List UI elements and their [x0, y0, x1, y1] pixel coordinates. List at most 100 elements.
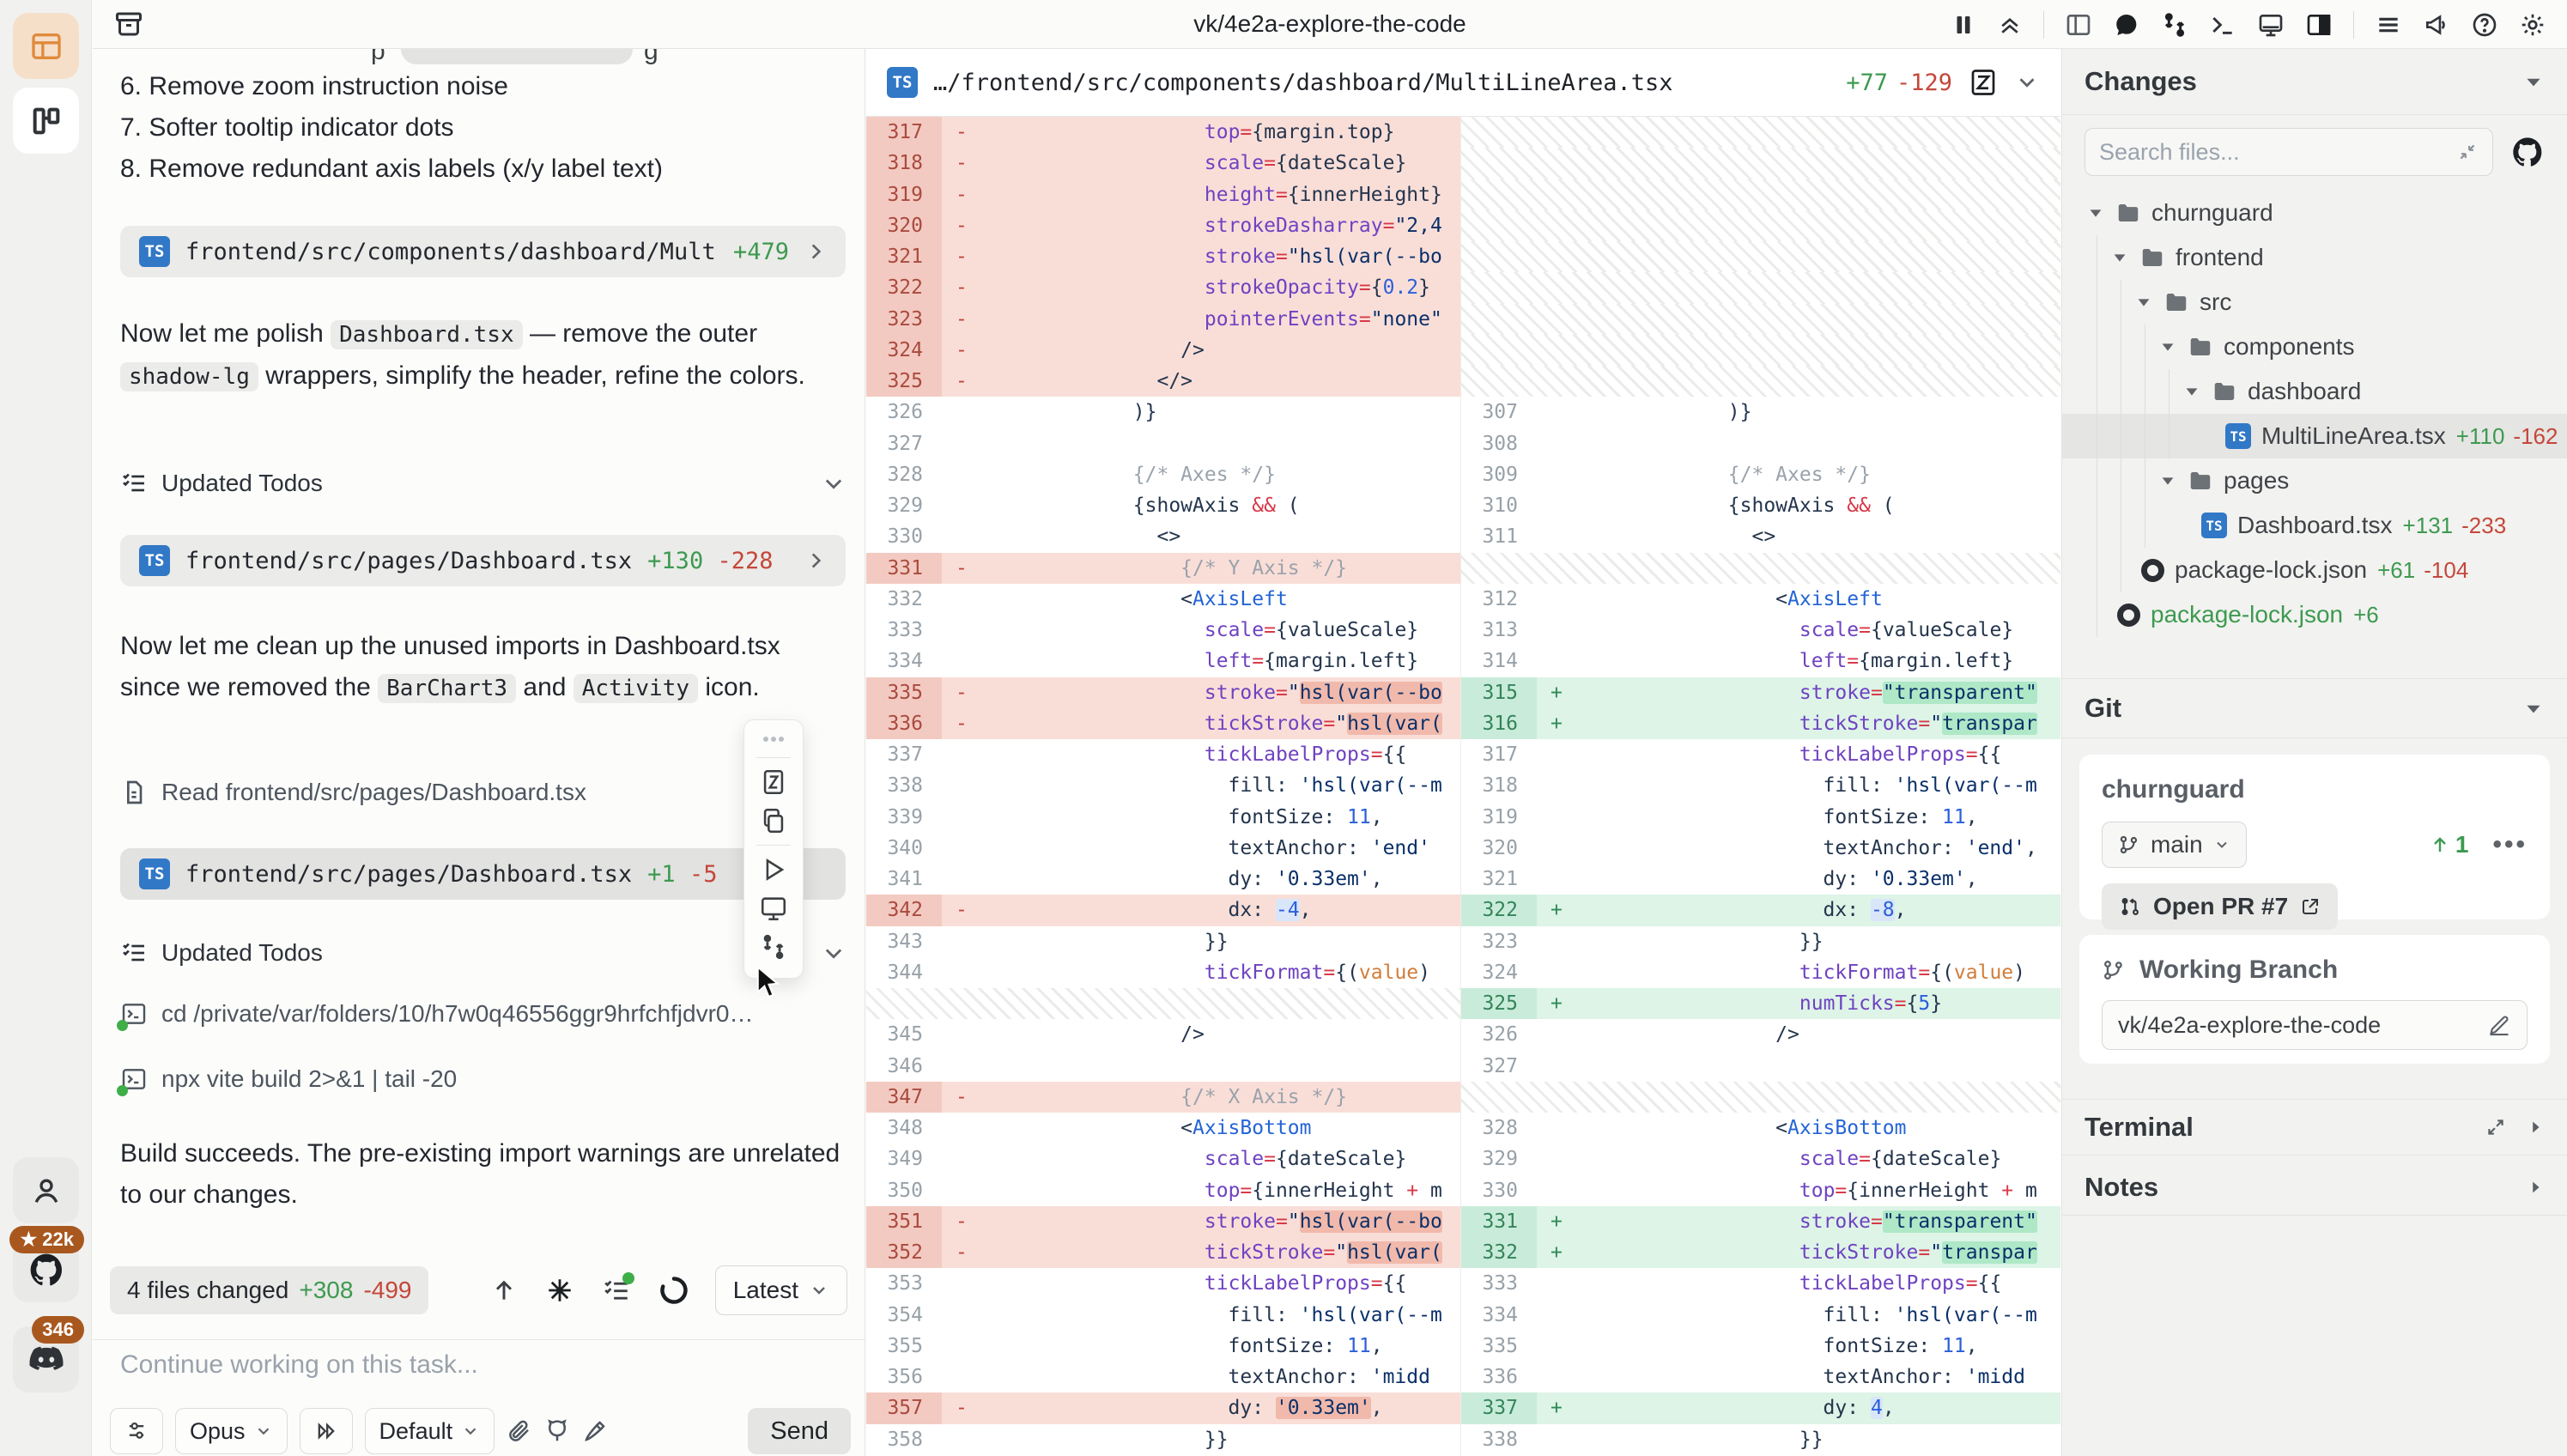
mode-dropdown[interactable]: Default [364, 1408, 495, 1454]
menu-icon[interactable] [2375, 11, 2402, 39]
tree-folder-components[interactable]: components [2062, 325, 2567, 369]
settings-gear-icon[interactable] [2519, 11, 2546, 39]
tree-folder-dashboard[interactable]: dashboard [2062, 369, 2567, 414]
todos-status-icon[interactable] [602, 1272, 634, 1305]
tree-folder-churnguard[interactable]: churnguard [2062, 191, 2567, 235]
search-input[interactable] [2099, 138, 2456, 166]
run-play-icon[interactable] [759, 855, 788, 884]
megaphone-icon[interactable] [2423, 11, 2450, 39]
file-chip-path: frontend/src/pages/Dashboard.tsx [185, 547, 633, 574]
diff-added-count: +77 [1846, 69, 1888, 96]
tree-label: Dashboard.tsx [2237, 512, 2393, 538]
edit-pencil-icon[interactable] [2487, 1013, 2511, 1037]
chevron-down-icon [813, 1287, 825, 1295]
collapse-all-icon[interactable] [1997, 12, 2023, 38]
open-pr-button[interactable]: Open PR #7 [2102, 883, 2339, 930]
branch-dropdown[interactable]: main [2102, 822, 2247, 868]
copy-icon[interactable] [759, 806, 788, 835]
composer-input[interactable] [120, 1350, 824, 1380]
terminal-section-header[interactable]: Terminal [2062, 1099, 2567, 1156]
help-icon[interactable] [2471, 11, 2498, 39]
monitor-icon[interactable] [759, 894, 788, 923]
notes-section-header[interactable]: Notes [2062, 1159, 2567, 1216]
attach-button[interactable] [507, 1418, 532, 1444]
changes-search-row [2085, 128, 2545, 176]
caret-down-icon [2186, 388, 2198, 396]
pause-icon[interactable] [1951, 12, 1976, 38]
kanban-view-button[interactable] [13, 88, 79, 154]
panel-right-icon[interactable] [2305, 11, 2333, 39]
github-link-button[interactable]: ★ 22k [9, 1226, 84, 1302]
diff-code-row: 331 + stroke="transparent" [1461, 1205, 2060, 1237]
git-compare-icon[interactable] [2161, 11, 2188, 39]
account-button[interactable] [13, 1157, 79, 1223]
terminal-command-row[interactable]: cd /private/var/folders/10/h7w0q46556ggr… [117, 1000, 846, 1031]
ai-burst-icon[interactable] [545, 1276, 574, 1305]
window-title: vk/4e2a-explore-the-code [1193, 10, 1466, 37]
file-chip-dashboard-small[interactable]: TS frontend/src/pages/Dashboard.tsx +1 -… [120, 848, 846, 900]
diff-code-row: 317- top={margin.top} [866, 117, 1460, 149]
diff-new-column[interactable]: 307 )} 308 309 {/* Axes */} 310 {showAxis &… [1460, 117, 2060, 1456]
terminal-icon[interactable] [2209, 11, 2236, 39]
archive-button[interactable] [113, 9, 144, 39]
pull-request-icon [2121, 898, 2139, 915]
chat-panel: p g 6. Remove zoom instruction noise 7. … [93, 49, 865, 1456]
layout-view-button[interactable] [13, 13, 79, 79]
panel-left-icon[interactable] [2065, 11, 2092, 39]
model-dropdown[interactable]: Opus [175, 1408, 288, 1454]
draw-button[interactable] [582, 1418, 608, 1444]
composer-settings-button[interactable] [110, 1408, 163, 1454]
tree-folder-frontend[interactable]: frontend [2062, 235, 2567, 280]
chat-bubble-icon[interactable] [2113, 11, 2140, 39]
terminal-command-row[interactable]: npx vite build 2>&1 | tail -20 [117, 1065, 846, 1096]
commits-ahead[interactable]: 1 [2430, 831, 2468, 858]
file-chip-multilinearea[interactable]: TS frontend/src/components/dashboard/Mul… [120, 226, 846, 277]
diff-panel: TS …/frontend/src/components/dashboard/M… [866, 49, 2060, 1456]
chevron-down-icon [822, 941, 846, 965]
files-changed-label: 4 files changed [127, 1277, 289, 1303]
diff-code-row: 320- strokeDasharray="2,4 [866, 209, 1460, 241]
typescript-icon: TS [139, 858, 170, 889]
git-section-header[interactable]: Git [2062, 678, 2567, 738]
more-dots-icon[interactable] [759, 731, 788, 748]
tree-file-dashboard-tsx[interactable]: TS Dashboard.tsx +131 -233 [2062, 503, 2567, 548]
left-rail: ★ 22k 346 [0, 0, 92, 1456]
diff-gap-row [866, 988, 1460, 1020]
updated-todos-row[interactable]: Updated Todos [120, 470, 846, 497]
working-branch-field[interactable]: vk/4e2a-explore-the-code [2102, 1000, 2528, 1050]
diff-code-row: 311 <> [1461, 521, 2060, 553]
diff-file-icon[interactable] [759, 767, 788, 797]
files-changed-chip[interactable]: 4 files changed +308 -499 [110, 1266, 429, 1314]
git-compare-icon[interactable] [759, 932, 788, 962]
diff-code-row: 348 <AxisBottom [866, 1113, 1460, 1144]
tree-folder-src[interactable]: src [2062, 280, 2567, 325]
tree-file-package-lock-new[interactable]: package-lock.json +6 [2062, 592, 2567, 637]
diff-old-column[interactable]: 317- top={margin.top} 318- scale={dateSca… [866, 117, 1460, 1456]
updated-todos-row[interactable]: Updated Todos [120, 939, 846, 967]
status-dot [622, 1272, 634, 1284]
discord-link-button[interactable]: 346 [13, 1316, 84, 1392]
diff-code-row: 322 + dx: -8, [1461, 895, 2060, 926]
collapse-tree-icon[interactable] [2456, 141, 2479, 163]
monitor-icon[interactable] [2257, 11, 2285, 39]
send-button[interactable]: Send [748, 1408, 851, 1454]
tree-folder-pages[interactable]: pages [2062, 458, 2567, 503]
fast-forward-button[interactable] [299, 1408, 353, 1454]
file-search-box[interactable] [2085, 128, 2493, 176]
collapse-diff-icon[interactable] [2014, 70, 2040, 95]
github-icon[interactable] [2510, 135, 2545, 169]
read-file-row[interactable]: Read frontend/src/pages/Dashboard.tsx [120, 779, 846, 806]
tree-file-multilinearea[interactable]: TS MultiLineArea.tsx +110 -162 [2062, 414, 2567, 458]
diff-code-row: 318- scale={dateScale} [866, 148, 1460, 179]
changes-section-header[interactable]: Changes [2062, 49, 2567, 115]
diff-code-row: 339 fontSize: 11, [866, 801, 1460, 833]
scroll-up-icon[interactable] [490, 1277, 518, 1304]
tree-file-package-lock[interactable]: package-lock.json +61 -104 [2062, 548, 2567, 592]
version-dropdown[interactable]: Latest [714, 1265, 847, 1315]
repo-more-button[interactable]: ••• [2492, 830, 2528, 858]
github-attach-button[interactable] [544, 1418, 570, 1444]
file-chip-dashboard[interactable]: TS frontend/src/pages/Dashboard.tsx +130… [120, 535, 846, 586]
diff-code-row: 335 fontSize: 11, [1461, 1330, 2060, 1362]
todos-label: Updated Todos [161, 470, 323, 496]
diff-view-icon[interactable] [1968, 67, 1999, 98]
